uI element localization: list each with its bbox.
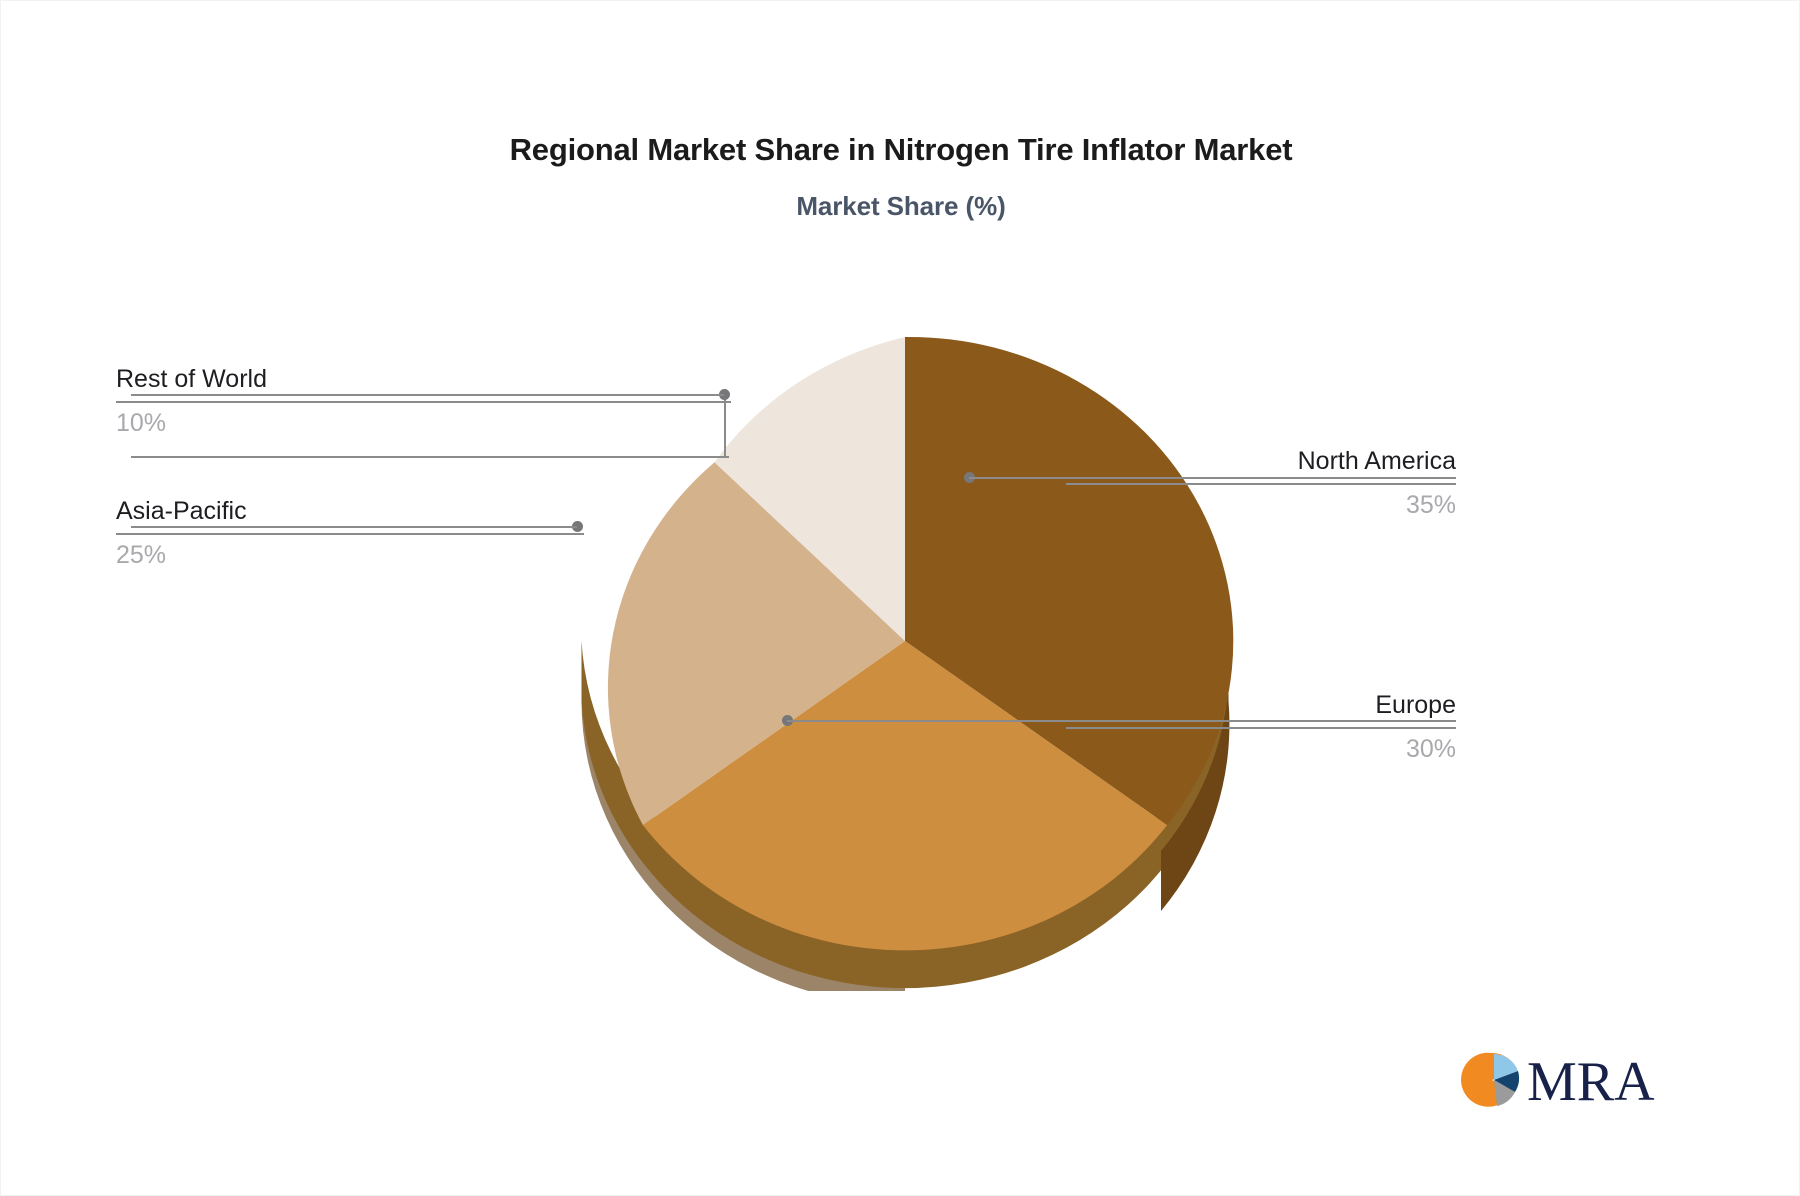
callout-asia-pacific[interactable]: Asia-Pacific 25% (116, 495, 584, 571)
callout-rule-rest-of-world (116, 401, 731, 403)
leader-elbow-rest-of-world (724, 389, 726, 458)
leader-dot-asia-pacific (572, 521, 583, 532)
leader-line-rest-of-world-top (131, 394, 724, 396)
mra-logo-svg: MRA (1461, 1051, 1655, 1111)
page-title: Regional Market Share in Nitrogen Tire I… (509, 132, 1293, 167)
leader-dot-rest-of-world (719, 389, 730, 400)
pie-slice-north-america (905, 336, 1234, 826)
callout-rest-of-world[interactable]: Rest of World 10% (116, 363, 731, 439)
chart-subtitle: Market Share (%) (796, 191, 1006, 221)
callout-value-europe: 30% (1405, 735, 1456, 763)
callout-value-asia-pacific: 25% (116, 541, 167, 569)
pie-slice-asia-pacific (607, 462, 905, 826)
callout-rule-north-america (1066, 483, 1456, 485)
callout-value-north-america: 35% (1405, 491, 1456, 519)
callout-rule-europe (1066, 727, 1456, 729)
leader-line-asia-pacific (131, 526, 577, 528)
leader-line-rest-of-world (131, 456, 729, 458)
pie-slice-europe (642, 641, 1168, 951)
callout-label-europe: Europe (1375, 691, 1456, 719)
callout-label-north-america: North America (1297, 447, 1456, 475)
pie-chart (561, 331, 1241, 991)
callout-north-america[interactable]: North America 35% (1066, 445, 1456, 521)
callout-europe[interactable]: Europe 30% (1066, 689, 1456, 765)
mra-logo[interactable]: MRA (1461, 1049, 1656, 1111)
pie-slice-rest-of-world (714, 337, 905, 641)
callout-label-asia-pacific: Asia-Pacific (116, 497, 247, 525)
leader-line-europe (787, 720, 1456, 722)
pie-chart-icon (1461, 1052, 1520, 1107)
mra-wordmark: MRA (1527, 1051, 1655, 1111)
leader-line-north-america (969, 477, 1456, 479)
callout-value-rest-of-world: 10% (116, 409, 167, 437)
pie-side-north-america (1161, 641, 1230, 911)
pie-chart-svg (581, 336, 1234, 991)
callout-label-rest-of-world: Rest of World (116, 365, 267, 393)
callout-rule-asia-pacific (116, 533, 584, 535)
